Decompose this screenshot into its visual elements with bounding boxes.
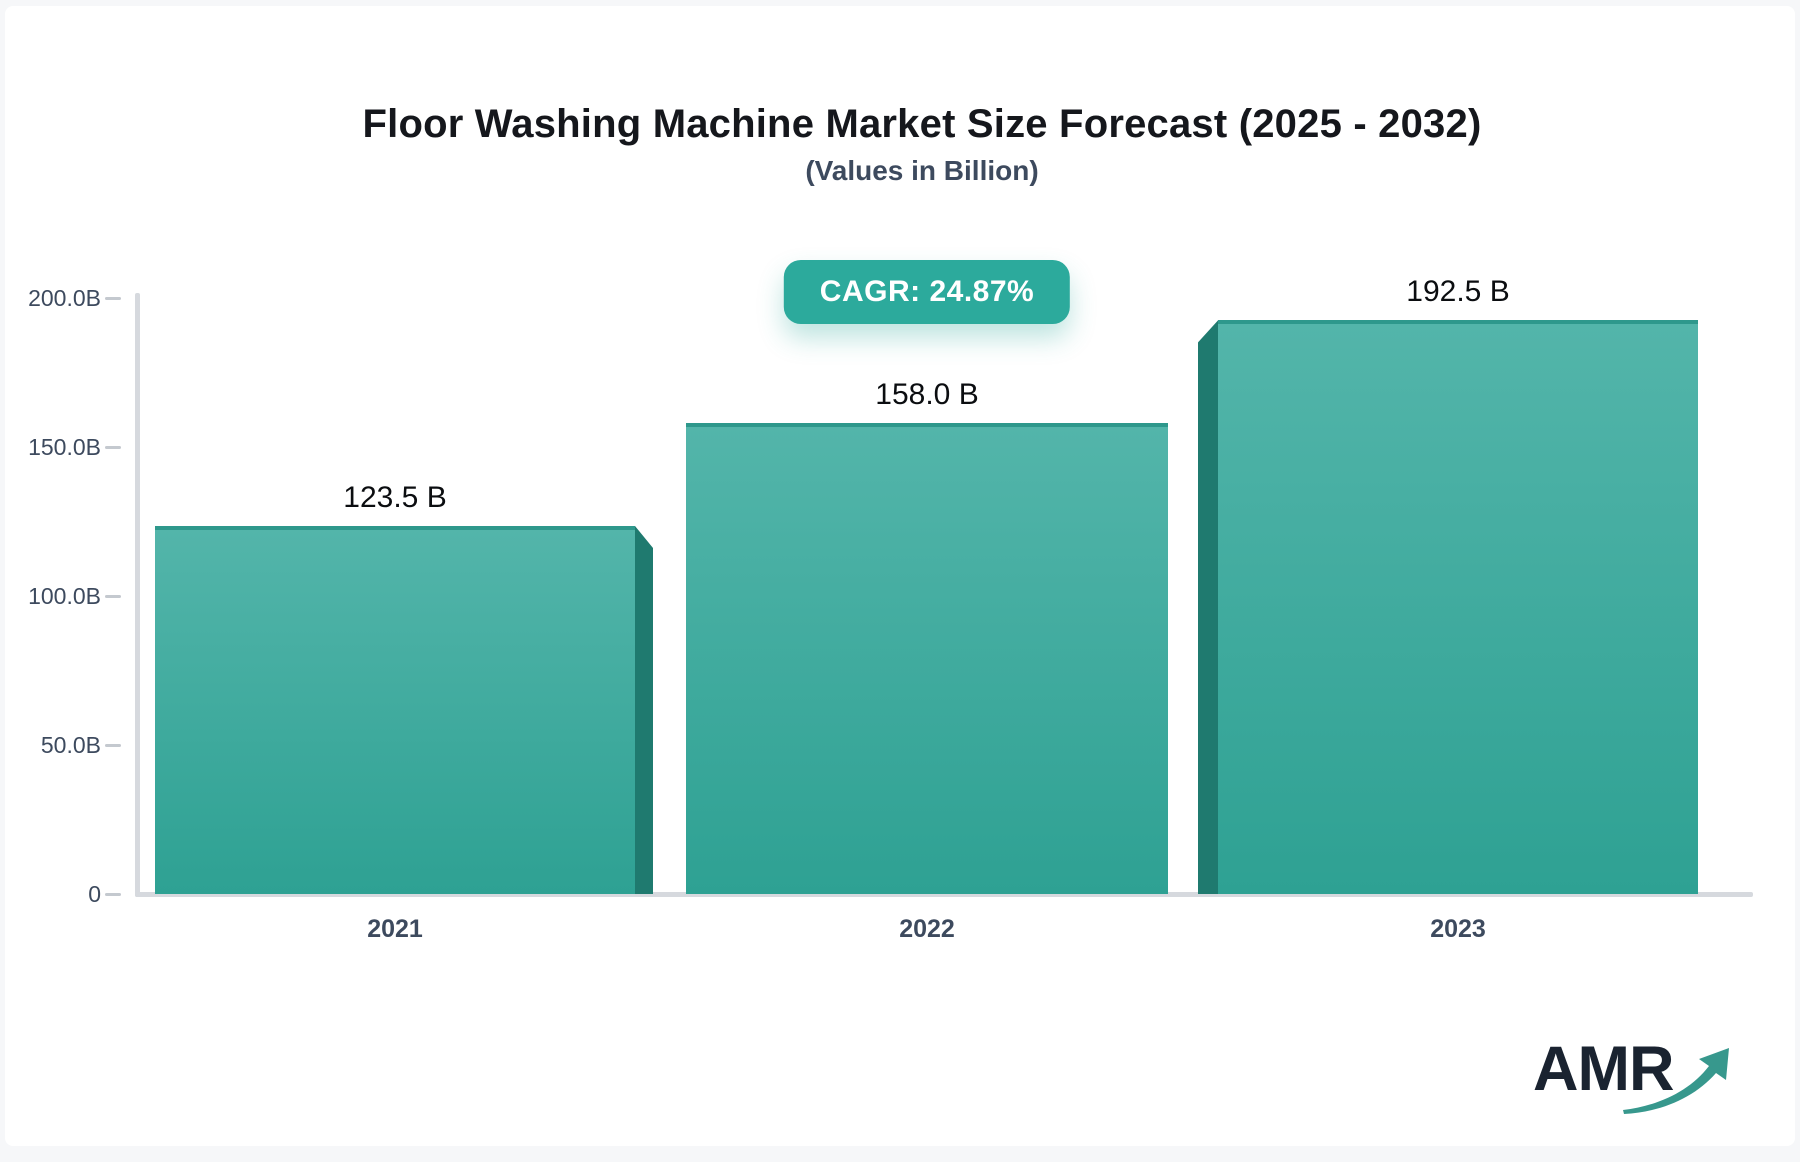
y-tick-label: 200.0B [5,284,101,312]
y-tick-mark [105,595,121,598]
y-tick-label: 50.0B [5,731,101,759]
y-tick-label: 150.0B [5,433,101,461]
bar-value-label-2021: 123.5 B [245,481,545,515]
y-axis-line [135,293,140,897]
y-tick-mark [105,446,121,449]
y-tick-mark [105,744,121,747]
amr-logo: AMR [1533,1038,1733,1118]
x-tick-label-2022: 2022 [777,914,1077,944]
bar-3d-side-2023 [1198,320,1218,894]
y-tick-mark [105,297,121,300]
bar-value-label-2023: 192.5 B [1308,275,1608,309]
x-tick-label-2023: 2023 [1308,914,1608,944]
x-tick-label-2021: 2021 [245,914,545,944]
cagr-badge-label: CAGR: 24.87% [820,275,1034,308]
bar-3d-side-2021 [635,526,653,894]
y-tick-label: 0 [5,880,101,908]
bar-chart: 200.0B 150.0B 100.0B 50.0B 0 123.5 B 2021 158.0… [5,6,1800,1162]
cagr-badge: CAGR: 24.87% [784,260,1070,324]
bar-2022 [686,423,1168,894]
bar-value-label-2022: 158.0 B [777,378,1077,412]
trend-up-arrow-icon [1615,1040,1733,1116]
y-tick-mark [105,893,121,896]
bar-2023 [1218,320,1698,894]
y-tick-label: 100.0B [5,582,101,610]
bar-2021 [155,526,635,894]
chart-card: Floor Washing Machine Market Size Foreca… [5,6,1795,1146]
